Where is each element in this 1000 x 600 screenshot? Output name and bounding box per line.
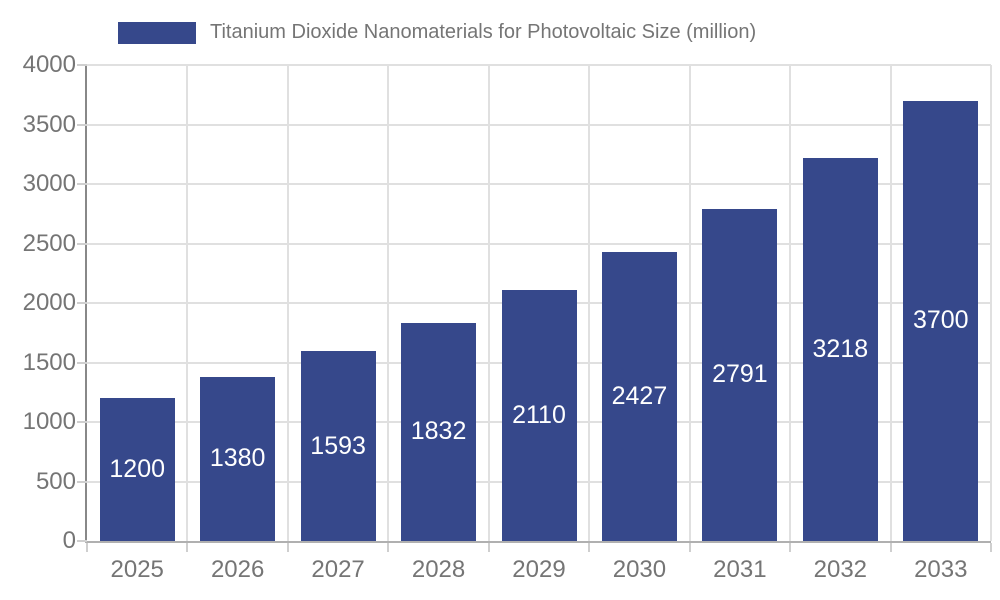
- x-axis-label-2028: 2028: [411, 556, 466, 583]
- bar-2032: 3218: [802, 158, 878, 541]
- x-axis-line: [85, 541, 991, 543]
- y-axis-label: 2000: [22, 289, 76, 316]
- y-axis-tick: [77, 421, 87, 423]
- bar-2025: 1200: [99, 398, 175, 541]
- gridline-horizontal: [87, 64, 991, 66]
- y-axis-tick: [77, 64, 87, 66]
- y-axis-tick: [77, 361, 87, 364]
- x-axis-label-2030: 2030: [612, 556, 667, 583]
- x-axis-tick: [688, 543, 691, 552]
- y-axis-label: 500: [35, 467, 76, 495]
- bar-value-label: 2110: [512, 400, 566, 429]
- x-axis-label-2027: 2027: [311, 556, 365, 583]
- legend-series-label: Titanium Dioxide Nanomaterials for Photo…: [210, 21, 757, 43]
- x-axis-tick: [86, 543, 88, 552]
- x-axis-tick: [990, 543, 992, 552]
- x-axis-label-2025: 2025: [110, 556, 164, 583]
- gridline-vertical: [688, 65, 691, 541]
- x-axis-tick: [588, 543, 591, 552]
- y-axis-line: [85, 65, 87, 543]
- bar-2030: 2427: [601, 252, 677, 541]
- bar-2028: 1832: [401, 322, 477, 541]
- y-axis-label: 0: [62, 527, 76, 554]
- y-axis-label: 1500: [22, 348, 76, 376]
- bar-value-label: 1200: [109, 455, 166, 484]
- gridline-vertical: [487, 65, 490, 541]
- bar-2027: 1593: [300, 351, 376, 541]
- bar-value-label: 3700: [912, 306, 969, 335]
- bar-2031: 2791: [702, 208, 778, 541]
- y-axis-tick: [77, 480, 87, 483]
- x-axis-tick: [186, 543, 189, 552]
- x-axis-label-2029: 2029: [512, 556, 566, 583]
- gridline-vertical: [889, 65, 892, 541]
- bar-value-label: 2427: [611, 382, 668, 411]
- x-axis-tick: [387, 543, 390, 552]
- x-axis-label-2033: 2033: [914, 556, 968, 583]
- x-axis-label-2026: 2026: [210, 556, 265, 583]
- bar-2029: 2110: [501, 289, 577, 541]
- gridline-horizontal: [87, 183, 991, 185]
- bar-value-label: 3218: [812, 335, 869, 364]
- y-axis-tick: [77, 183, 87, 185]
- bar-value-label: 1380: [209, 444, 266, 473]
- gridline-vertical: [387, 65, 390, 541]
- gridline-horizontal: [87, 242, 991, 245]
- gridline-vertical: [990, 65, 992, 541]
- y-axis-tick: [77, 242, 87, 245]
- bar-value-label: 1832: [410, 417, 467, 446]
- y-axis-label: 2500: [22, 229, 76, 257]
- gridline-vertical: [588, 65, 591, 541]
- y-axis-label: 1000: [22, 408, 76, 435]
- y-axis-tick: [77, 123, 87, 126]
- bar-2026: 1380: [200, 376, 276, 541]
- y-axis-tick: [77, 540, 87, 542]
- x-axis-label-2032: 2032: [813, 556, 868, 583]
- gridline-vertical: [789, 65, 792, 541]
- y-axis-label: 3000: [22, 170, 76, 197]
- gridline-vertical: [286, 65, 289, 541]
- bar-value-label: 1593: [310, 431, 366, 460]
- legend: Titanium Dioxide Nanomaterials for Photo…: [118, 21, 756, 44]
- x-axis-tick: [889, 543, 892, 552]
- x-axis-tick: [487, 543, 490, 552]
- bar-2033: 3700: [903, 100, 979, 541]
- y-axis-label: 3500: [22, 110, 76, 138]
- y-axis-tick: [77, 302, 87, 304]
- gridline-vertical: [186, 65, 189, 541]
- bar-value-label: 2791: [712, 360, 768, 389]
- x-axis-tick: [789, 543, 792, 552]
- x-axis-label-2031: 2031: [713, 556, 767, 583]
- gridline-horizontal: [87, 123, 991, 126]
- y-axis-label: 4000: [22, 51, 76, 78]
- x-axis-tick: [286, 543, 289, 552]
- legend-swatch: [118, 21, 196, 44]
